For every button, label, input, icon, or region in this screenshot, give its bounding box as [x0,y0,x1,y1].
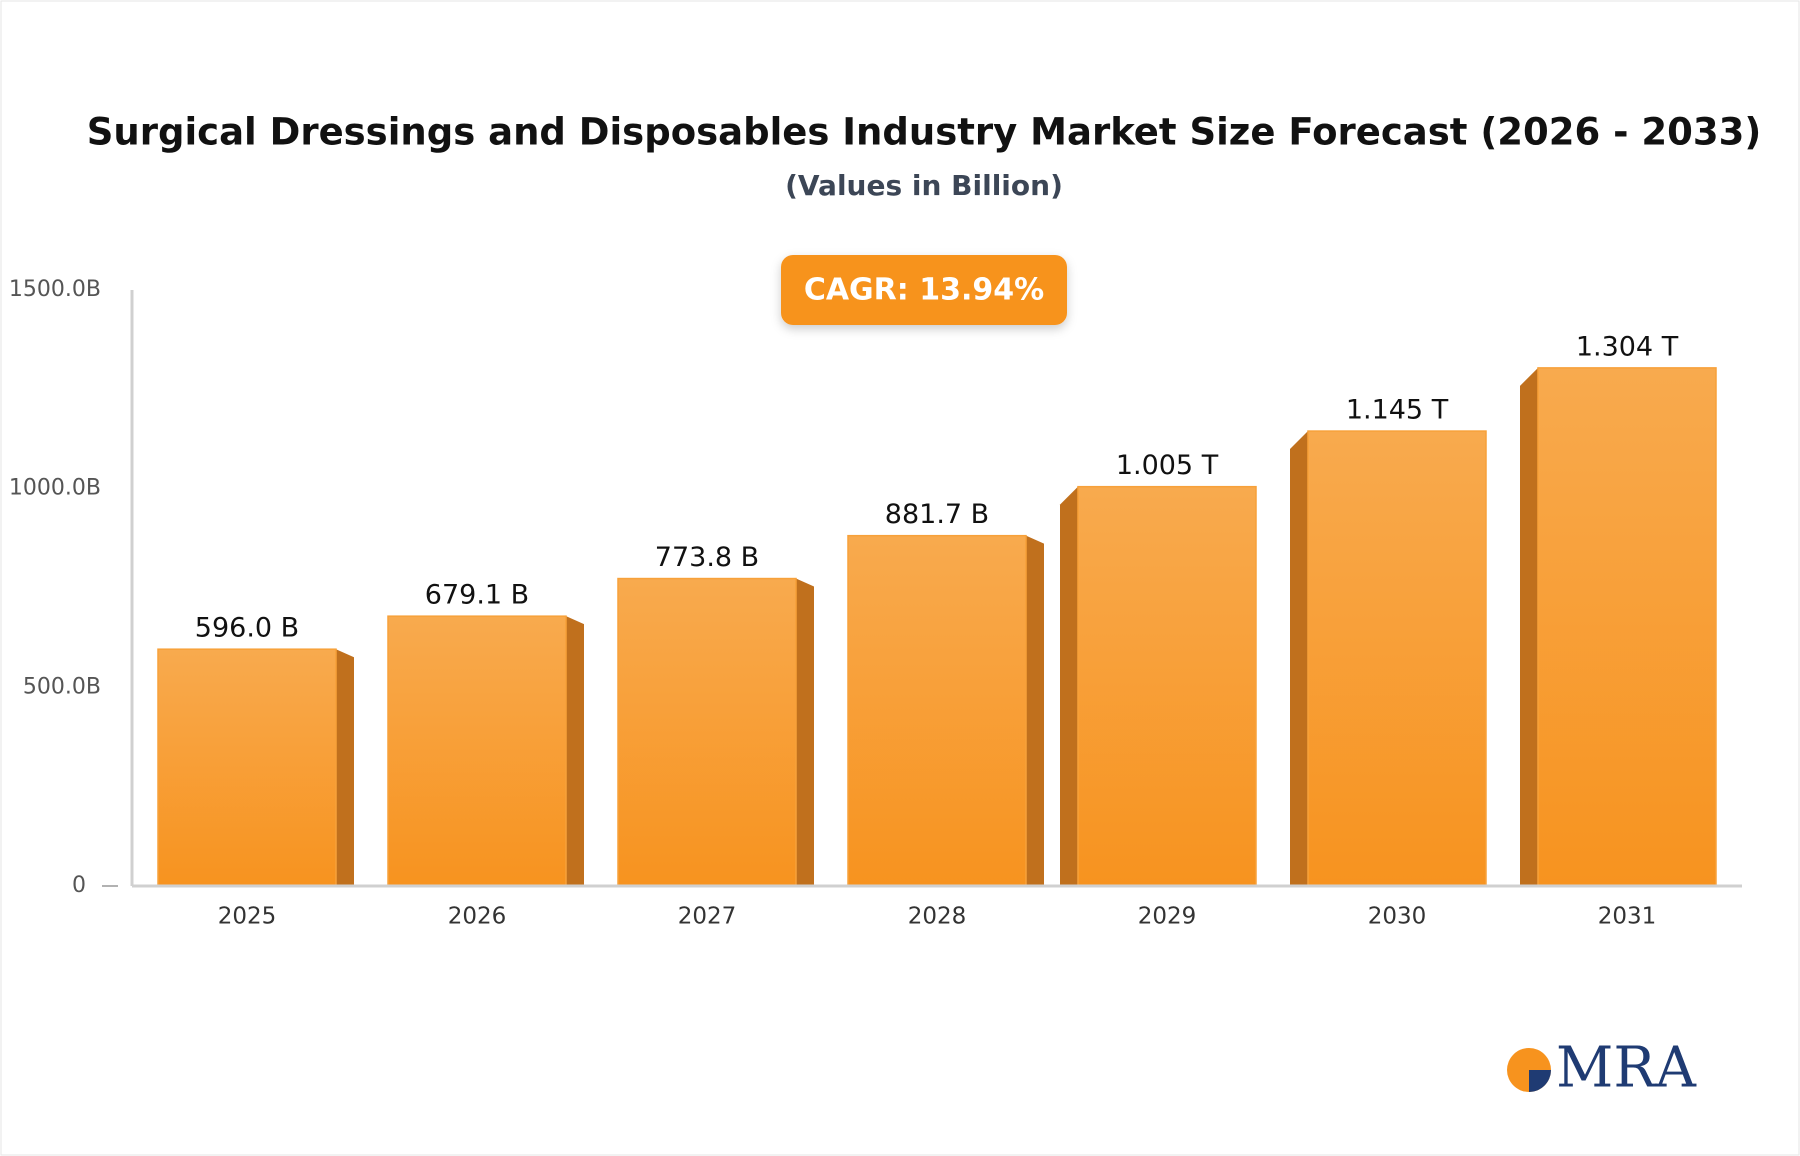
bar-side [1060,486,1078,886]
annotation: CAGR: 13.94% [804,273,1044,308]
value-label: 1.005 T [1116,450,1219,481]
bar-side [1520,367,1538,886]
y-tick-label: 0 [72,873,86,898]
x-tick-label: 2028 [908,904,967,930]
bar-side [1290,431,1308,886]
chart-title: Surgical Dressings and Disposables Indus… [87,111,1762,154]
x-tick-label: 2026 [448,904,507,930]
x-tick-label: 2030 [1368,904,1427,930]
bar-side [1026,535,1044,886]
value-label: 596.0 B [195,613,299,644]
chart-subtitle: (Values in Billion) [785,169,1063,202]
value-label: 773.8 B [655,542,759,573]
annotation-box [781,255,1067,325]
bar [387,615,567,887]
x-tick-label: 2025 [218,904,277,930]
value-label: 881.7 B [885,499,989,530]
value-label: 1.145 T [1346,395,1449,426]
logo: MRA [1507,1036,1697,1101]
logo-text: MRA [1556,1036,1697,1101]
logo-icon-part [1529,1070,1551,1092]
value-label: 1.304 T [1576,331,1679,362]
bar [1307,430,1487,887]
value-label: 679.1 B [425,580,529,611]
bar [1077,485,1257,887]
y-tick-label: 1000.0B [9,476,101,501]
x-tick-label: 2029 [1138,904,1197,930]
bar-side [336,649,354,886]
bar-side [796,578,814,886]
bar [157,648,337,887]
bar [617,577,797,887]
bar-side [566,616,584,886]
y-tick-label: 500.0B [23,674,101,699]
x-tick-label: 2027 [678,904,737,930]
bar [847,534,1027,887]
x-tick-label: 2031 [1598,904,1657,930]
y-tick-label: 1500.0B [9,277,101,302]
bar [1537,367,1717,887]
